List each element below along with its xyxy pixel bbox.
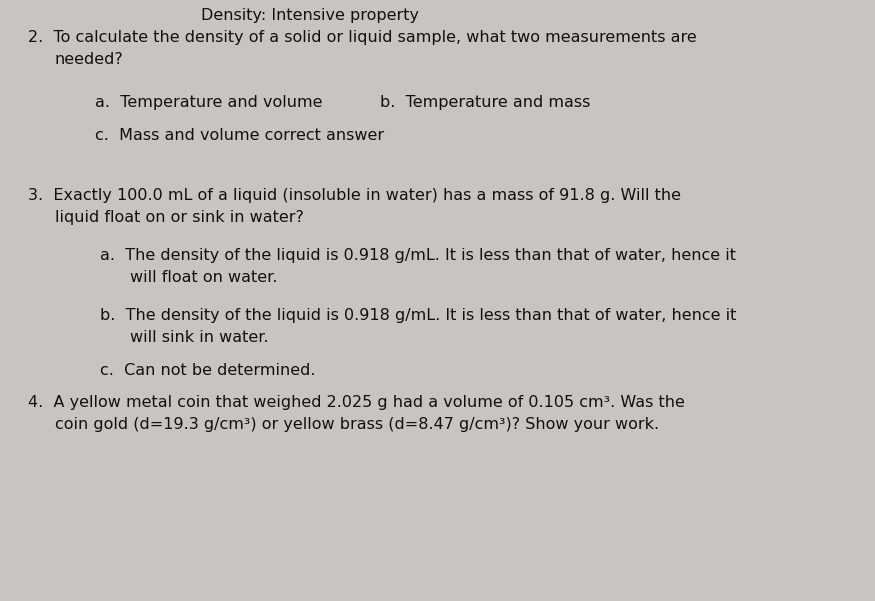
Text: liquid float on or sink in water?: liquid float on or sink in water? — [55, 210, 304, 225]
Text: Density: Intensive property: Density: Intensive property — [201, 8, 419, 23]
Text: c.  Mass and volume correct answer: c. Mass and volume correct answer — [95, 128, 384, 143]
Text: c.  Can not be determined.: c. Can not be determined. — [100, 363, 316, 378]
Text: 2.  To calculate the density of a solid or liquid sample, what two measurements : 2. To calculate the density of a solid o… — [28, 30, 696, 45]
Text: b.  The density of the liquid is 0.918 g/mL. It is less than that of water, henc: b. The density of the liquid is 0.918 g/… — [100, 308, 737, 323]
Text: will sink in water.: will sink in water. — [130, 330, 269, 345]
Text: needed?: needed? — [55, 52, 123, 67]
Text: 3.  Exactly 100.0 mL of a liquid (insoluble in water) has a mass of 91.8 g. Will: 3. Exactly 100.0 mL of a liquid (insolub… — [28, 188, 681, 203]
Text: 4.  A yellow metal coin that weighed 2.025 g had a volume of 0.105 cm³. Was the: 4. A yellow metal coin that weighed 2.02… — [28, 395, 685, 410]
Text: a.  Temperature and volume: a. Temperature and volume — [95, 95, 323, 110]
Text: b.  Temperature and mass: b. Temperature and mass — [380, 95, 591, 110]
Text: coin gold (d=19.3 g/cm³) or yellow brass (d=8.47 g/cm³)? Show your work.: coin gold (d=19.3 g/cm³) or yellow brass… — [55, 417, 659, 432]
Text: will float on water.: will float on water. — [130, 270, 277, 285]
Text: a.  The density of the liquid is 0.918 g/mL. It is less than that of water, henc: a. The density of the liquid is 0.918 g/… — [100, 248, 736, 263]
